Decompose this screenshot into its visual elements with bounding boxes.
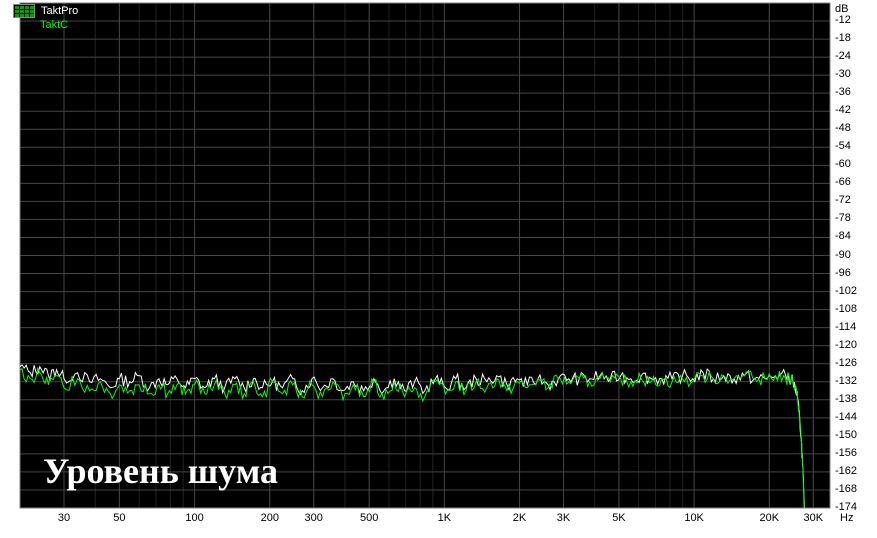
y-tick-label: -174 bbox=[835, 501, 877, 513]
y-tick-label: -102 bbox=[835, 285, 877, 297]
y-tick-label: -90 bbox=[835, 249, 877, 261]
x-tick-label: 1K bbox=[438, 512, 451, 524]
x-tick-label: 30K bbox=[803, 512, 823, 524]
x-tick-label: 500 bbox=[360, 512, 378, 524]
x-tick-label: 20K bbox=[760, 512, 780, 524]
x-tick-label: 300 bbox=[305, 512, 323, 524]
y-tick-label: -84 bbox=[835, 230, 877, 242]
y-tick-label: -156 bbox=[835, 447, 877, 459]
y-tick-label: -168 bbox=[835, 483, 877, 495]
y-tick-label: -60 bbox=[835, 158, 877, 170]
y-tick-label: -138 bbox=[835, 393, 877, 405]
x-tick-label: 2K bbox=[513, 512, 526, 524]
y-tick-label: -30 bbox=[835, 68, 877, 80]
y-tick-label: -66 bbox=[835, 176, 877, 188]
y-tick-label: -72 bbox=[835, 194, 877, 206]
y-tick-label: -144 bbox=[835, 411, 877, 423]
y-tick-label: -162 bbox=[835, 465, 877, 477]
y-tick-label: -18 bbox=[835, 32, 877, 44]
y-tick-label: -126 bbox=[835, 357, 877, 369]
y-tick-label: -24 bbox=[835, 50, 877, 62]
y-tick-label: -42 bbox=[835, 104, 877, 116]
x-tick-label: 200 bbox=[261, 512, 279, 524]
x-tick-label: 10K bbox=[684, 512, 704, 524]
x-tick-label: 50 bbox=[113, 512, 125, 524]
y-tick-label: -132 bbox=[835, 375, 877, 387]
legend-item: TaktPro bbox=[13, 4, 78, 18]
y-tick-label: -96 bbox=[835, 267, 877, 279]
y-tick-label: -114 bbox=[835, 321, 877, 333]
y-tick-label: -150 bbox=[835, 429, 877, 441]
legend-swatch-icon bbox=[13, 4, 35, 18]
legend-label: TaktPro bbox=[41, 5, 78, 17]
legend-item: TaktC bbox=[13, 18, 78, 32]
chart-caption: Уровень шума bbox=[43, 450, 278, 492]
y-tick-label: -108 bbox=[835, 303, 877, 315]
y-tick-label: -78 bbox=[835, 212, 877, 224]
y-tick-label: -36 bbox=[835, 86, 877, 98]
legend: TaktPro TaktC bbox=[13, 4, 78, 32]
x-tick-label: 100 bbox=[185, 512, 203, 524]
y-tick-label: -54 bbox=[835, 140, 877, 152]
x-tick-label: 30 bbox=[58, 512, 70, 524]
y-tick-label: -48 bbox=[835, 122, 877, 134]
legend-label: TaktC bbox=[40, 19, 68, 31]
x-tick-label: 3K bbox=[557, 512, 570, 524]
y-tick-label: -120 bbox=[835, 339, 877, 351]
x-tick-label: 5K bbox=[612, 512, 625, 524]
y-tick-label: -12 bbox=[835, 14, 877, 26]
x-axis-unit: Hz bbox=[840, 512, 853, 524]
